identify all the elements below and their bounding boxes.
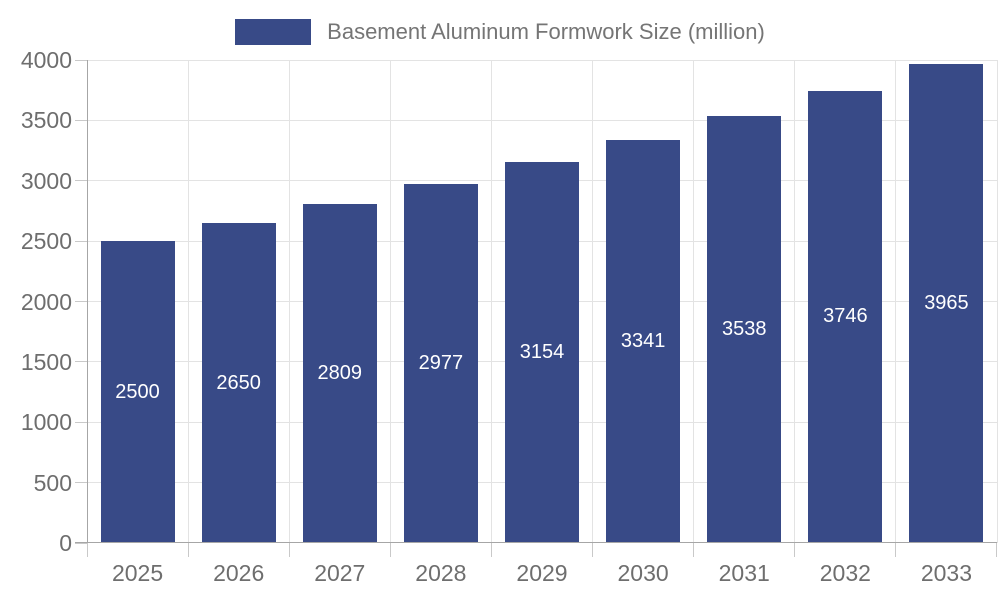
bar-2031: 3538 xyxy=(707,115,782,543)
y-axis-tick-label: 3500 xyxy=(20,107,72,134)
v-gridline xyxy=(490,60,492,543)
y-axis-tick-label: 3000 xyxy=(20,167,72,194)
v-gridline xyxy=(693,60,695,543)
v-gridline xyxy=(996,60,998,543)
v-gridline xyxy=(592,60,594,543)
bar-value-label: 3538 xyxy=(721,317,767,340)
x-axis-tick-label: 2028 xyxy=(415,560,467,586)
y-axis-tick-label: 0 xyxy=(59,530,72,556)
bar-2027: 2809 xyxy=(302,203,377,543)
y-axis-tick-label: 1500 xyxy=(20,348,72,375)
legend-label: Basement Aluminum Formwork Size (million… xyxy=(327,19,765,44)
y-axis-tick-label: 500 xyxy=(33,469,72,496)
x-tick xyxy=(490,543,492,557)
h-gridline xyxy=(87,59,997,61)
y-axis-line xyxy=(87,60,88,557)
x-tick xyxy=(995,543,997,557)
bar-value-label: 2650 xyxy=(216,371,261,394)
x-tick xyxy=(794,543,796,557)
x-axis-tick-label: 2026 xyxy=(213,560,265,586)
x-tick xyxy=(86,543,88,557)
bar-2026: 2650 xyxy=(201,223,276,543)
x-tick xyxy=(895,543,897,557)
bar-2025: 2500 xyxy=(100,241,175,543)
x-tick xyxy=(592,543,594,557)
bar-2030: 3341 xyxy=(606,139,681,543)
y-tick xyxy=(75,240,87,242)
bar-value-label: 3965 xyxy=(924,292,969,315)
v-gridline xyxy=(288,60,290,543)
legend-item[interactable]: Basement Aluminum Formwork Size (million… xyxy=(0,14,1000,50)
y-tick xyxy=(75,180,87,182)
x-axis-line xyxy=(75,542,997,543)
y-axis-tick-label: 2000 xyxy=(20,288,72,315)
x-axis-tick-label: 2032 xyxy=(819,560,871,586)
x-tick xyxy=(187,543,189,557)
y-tick xyxy=(75,301,87,302)
y-tick xyxy=(75,421,87,423)
bar-value-label: 3341 xyxy=(620,329,666,352)
x-tick xyxy=(288,543,290,557)
bar-value-label: 2977 xyxy=(418,351,464,374)
bar-2033: 3965 xyxy=(909,64,984,543)
bar-value-label: 3154 xyxy=(519,341,565,364)
v-gridline xyxy=(389,60,391,543)
y-tick xyxy=(75,361,87,363)
v-gridline xyxy=(187,60,189,543)
x-tick xyxy=(389,543,391,557)
x-axis-tick-label: 2025 xyxy=(111,560,164,586)
bar-2029: 3154 xyxy=(505,162,579,543)
bar-2032: 3746 xyxy=(808,90,883,543)
y-tick xyxy=(75,119,87,121)
v-gridline xyxy=(895,60,897,543)
y-axis-tick-label: 1000 xyxy=(20,409,72,436)
v-gridline xyxy=(794,60,796,543)
x-tick xyxy=(693,543,695,557)
x-axis-tick-label: 2031 xyxy=(718,560,770,586)
bar-value-label: 3746 xyxy=(823,305,868,328)
y-tick xyxy=(75,59,87,61)
y-tick xyxy=(75,482,87,484)
legend-swatch xyxy=(235,19,312,45)
bar-value-label: 2500 xyxy=(115,380,160,403)
y-axis-tick-label: 2500 xyxy=(20,228,72,255)
x-axis-tick-label: 2030 xyxy=(617,560,669,586)
bar-value-label: 2809 xyxy=(317,361,363,384)
y-tick xyxy=(75,542,87,544)
x-axis-tick-label: 2027 xyxy=(314,560,366,586)
x-axis-tick-label: 2029 xyxy=(516,560,568,586)
y-axis-tick-label: 4000 xyxy=(20,47,72,73)
plot-area: 2500 2650 2809 2977 3154 3341 3538 3746 3965 0 50… xyxy=(21,47,998,586)
h-gridline xyxy=(87,119,997,121)
x-axis-tick-label: 2033 xyxy=(920,560,973,586)
bar-2028: 2977 xyxy=(403,183,478,543)
